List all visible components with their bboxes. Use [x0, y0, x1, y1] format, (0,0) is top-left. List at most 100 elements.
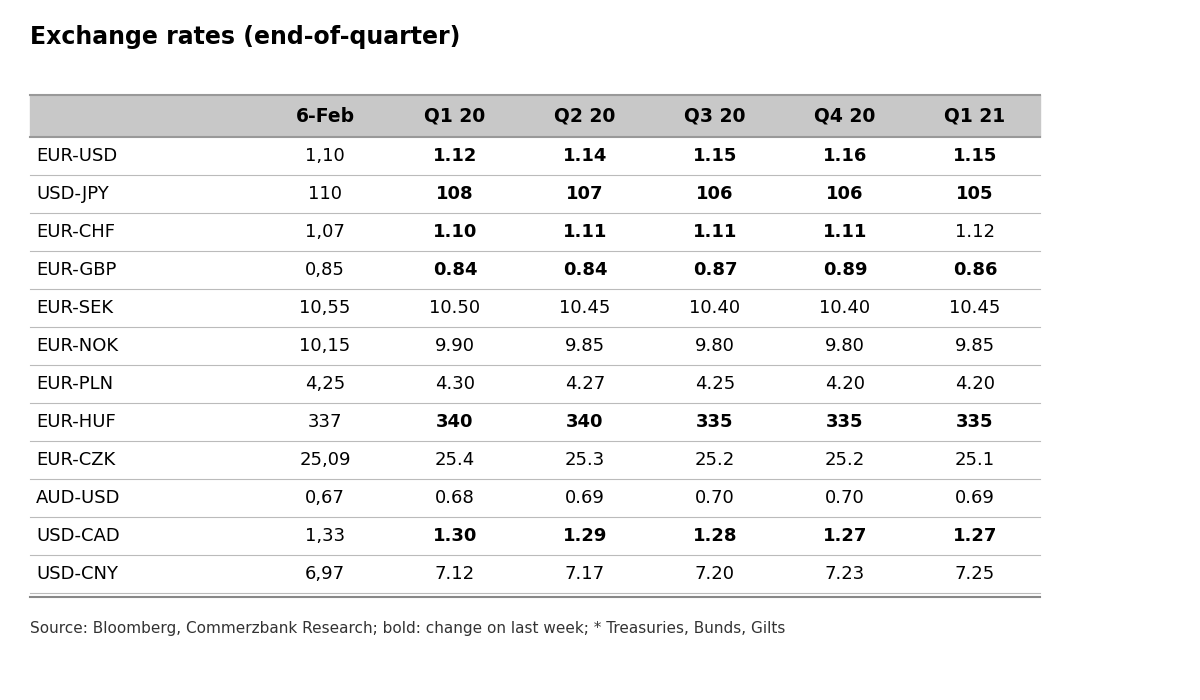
Text: 25,09: 25,09	[299, 451, 350, 469]
Text: 9.80: 9.80	[826, 337, 865, 355]
Text: 10,55: 10,55	[299, 299, 350, 317]
Text: 10.50: 10.50	[430, 299, 480, 317]
Text: 1.27: 1.27	[823, 527, 868, 545]
Text: 0.84: 0.84	[433, 261, 478, 279]
Bar	[30, 251, 1040, 289]
Text: 1,07: 1,07	[305, 223, 344, 241]
Text: Exchange rates (end-of-quarter): Exchange rates (end-of-quarter)	[30, 25, 461, 49]
Text: 10.45: 10.45	[949, 299, 1001, 317]
Text: AUD-USD: AUD-USD	[36, 489, 120, 507]
Text: 10.40: 10.40	[690, 299, 740, 317]
Bar	[30, 441, 1040, 479]
Text: 335: 335	[827, 413, 864, 431]
Text: 1.15: 1.15	[692, 147, 737, 165]
Text: EUR-NOK: EUR-NOK	[36, 337, 118, 355]
Text: 7.17: 7.17	[565, 565, 605, 583]
Text: EUR-PLN: EUR-PLN	[36, 375, 113, 393]
Text: Q1 20: Q1 20	[425, 106, 486, 125]
Text: 7.23: 7.23	[824, 565, 865, 583]
Text: Q4 20: Q4 20	[815, 106, 876, 125]
Text: 10.40: 10.40	[820, 299, 870, 317]
Text: 6,97: 6,97	[305, 565, 346, 583]
Text: USD-CNY: USD-CNY	[36, 565, 118, 583]
Text: 1.16: 1.16	[823, 147, 868, 165]
Text: 9.85: 9.85	[565, 337, 605, 355]
Text: 0.86: 0.86	[953, 261, 997, 279]
Text: 7.25: 7.25	[955, 565, 995, 583]
Text: 335: 335	[696, 413, 733, 431]
Text: Source: Bloomberg, Commerzbank Research; bold: change on last week; * Treasuries: Source: Bloomberg, Commerzbank Research;…	[30, 621, 785, 636]
Text: 1,33: 1,33	[305, 527, 346, 545]
Text: 10.45: 10.45	[559, 299, 611, 317]
Bar	[30, 555, 1040, 593]
Text: 107: 107	[566, 185, 604, 203]
Text: EUR-GBP: EUR-GBP	[36, 261, 116, 279]
Text: 1.15: 1.15	[953, 147, 997, 165]
Text: 1.11: 1.11	[823, 223, 868, 241]
Text: 1.11: 1.11	[692, 223, 737, 241]
Text: 25.3: 25.3	[565, 451, 605, 469]
Bar	[30, 479, 1040, 517]
Text: 0.84: 0.84	[563, 261, 607, 279]
Text: 1.30: 1.30	[433, 527, 478, 545]
Text: 340: 340	[437, 413, 474, 431]
Text: 1.14: 1.14	[563, 147, 607, 165]
Text: 105: 105	[956, 185, 994, 203]
Text: 7.12: 7.12	[434, 565, 475, 583]
Text: 10,15: 10,15	[299, 337, 350, 355]
Text: 1.11: 1.11	[563, 223, 607, 241]
Text: Q2 20: Q2 20	[554, 106, 616, 125]
Bar	[30, 175, 1040, 213]
Text: 0.69: 0.69	[955, 489, 995, 507]
Text: 337: 337	[307, 413, 342, 431]
Text: 108: 108	[436, 185, 474, 203]
Text: EUR-USD: EUR-USD	[36, 147, 118, 165]
Text: 4.25: 4.25	[695, 375, 736, 393]
Bar	[30, 213, 1040, 251]
Text: 1,10: 1,10	[305, 147, 344, 165]
Text: 106: 106	[827, 185, 864, 203]
Text: 340: 340	[566, 413, 604, 431]
Text: 7.20: 7.20	[695, 565, 734, 583]
Text: 25.2: 25.2	[824, 451, 865, 469]
Text: 9.85: 9.85	[955, 337, 995, 355]
Bar	[30, 365, 1040, 403]
Text: 0,67: 0,67	[305, 489, 344, 507]
Text: 25.1: 25.1	[955, 451, 995, 469]
Text: 0.69: 0.69	[565, 489, 605, 507]
Text: 4.30: 4.30	[436, 375, 475, 393]
Bar	[30, 137, 1040, 175]
Text: Q3 20: Q3 20	[684, 106, 745, 125]
Text: EUR-CZK: EUR-CZK	[36, 451, 115, 469]
Text: 4.27: 4.27	[565, 375, 605, 393]
Text: 110: 110	[308, 185, 342, 203]
Bar	[30, 95, 1040, 137]
Text: 0.87: 0.87	[692, 261, 737, 279]
Bar	[30, 327, 1040, 365]
Text: USD-JPY: USD-JPY	[36, 185, 109, 203]
Text: 1.12: 1.12	[433, 147, 478, 165]
Text: 4,25: 4,25	[305, 375, 346, 393]
Text: 0,85: 0,85	[305, 261, 344, 279]
Text: USD-CAD: USD-CAD	[36, 527, 120, 545]
Text: EUR-HUF: EUR-HUF	[36, 413, 115, 431]
Text: 4.20: 4.20	[826, 375, 865, 393]
Text: 1.29: 1.29	[563, 527, 607, 545]
Text: EUR-CHF: EUR-CHF	[36, 223, 115, 241]
Text: 106: 106	[696, 185, 733, 203]
Text: 0.68: 0.68	[436, 489, 475, 507]
Text: 1.10: 1.10	[433, 223, 478, 241]
Text: 0.70: 0.70	[826, 489, 865, 507]
Text: 6-Feb: 6-Feb	[295, 106, 354, 125]
Bar	[30, 517, 1040, 555]
Text: 25.4: 25.4	[434, 451, 475, 469]
Text: 9.80: 9.80	[695, 337, 734, 355]
Text: 0.89: 0.89	[823, 261, 868, 279]
Bar	[30, 289, 1040, 327]
Text: 335: 335	[956, 413, 994, 431]
Text: EUR-SEK: EUR-SEK	[36, 299, 113, 317]
Text: 9.90: 9.90	[436, 337, 475, 355]
Text: 0.70: 0.70	[695, 489, 734, 507]
Text: 1.27: 1.27	[953, 527, 997, 545]
Text: Q1 21: Q1 21	[944, 106, 1006, 125]
